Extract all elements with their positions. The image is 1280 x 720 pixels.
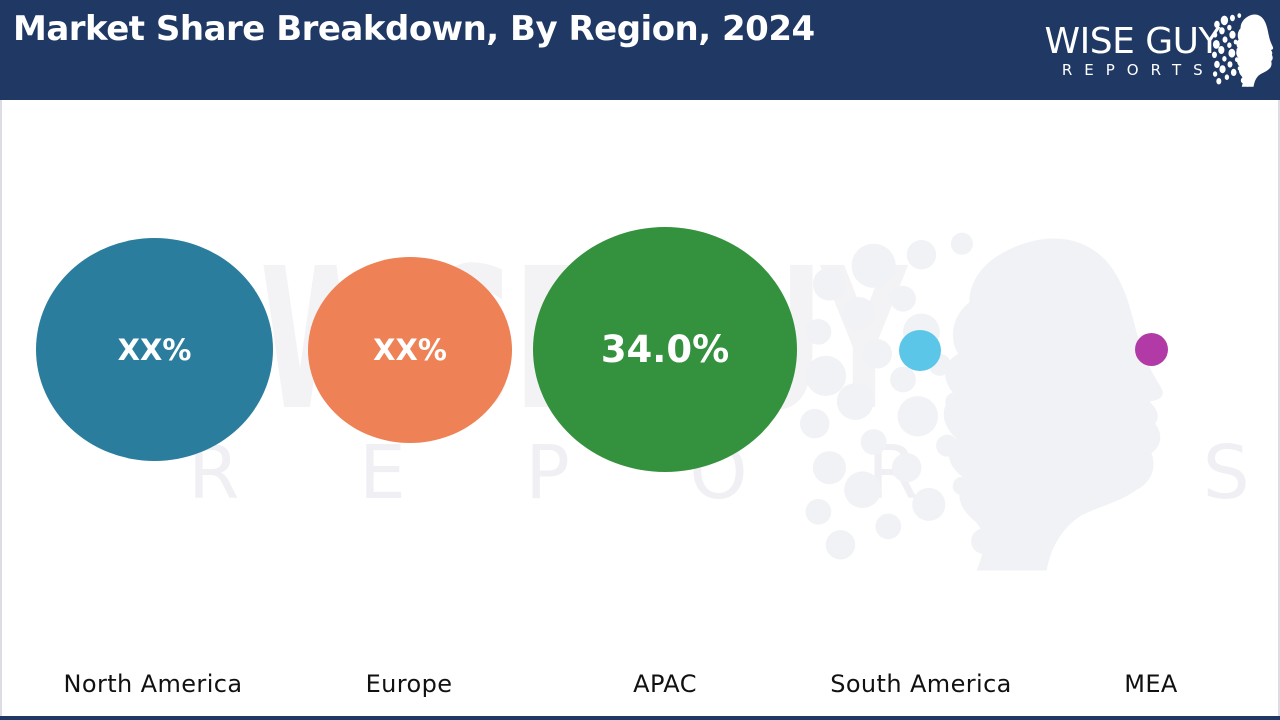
bottom-accent-bar (0, 716, 1280, 720)
left-edge-line (0, 100, 2, 716)
brand-name: WISE GUY (1044, 21, 1221, 62)
category-label-south-america: South America (830, 670, 1012, 698)
category-label-europe: Europe (365, 670, 453, 698)
chart-area: WISE GUY R E P O R T S XX% XX% 34.0% Nor… (0, 100, 1280, 716)
bubble-value-north-america: XX% (117, 332, 192, 367)
bubble-value-apac: 34.0% (600, 328, 730, 371)
head-profile-logo-icon (1212, 13, 1274, 87)
bubble-north-america: XX% (36, 238, 273, 461)
category-label-north-america: North America (63, 670, 243, 698)
brand-subtitle: REPORTS (1061, 61, 1215, 79)
brand-logo-text: WISE GUY REPORTS (1045, 24, 1221, 78)
right-edge-line (1278, 100, 1280, 716)
bubble-europe: XX% (308, 257, 512, 443)
bubble-mea (1135, 333, 1168, 366)
bubble-value-europe: XX% (373, 333, 447, 367)
page-title: Market Share Breakdown, By Region, 2024 (13, 9, 815, 49)
head-silhouette-watermark (800, 232, 1163, 571)
category-label-apac: APAC (633, 670, 697, 698)
header-bar: Market Share Breakdown, By Region, 2024 … (0, 0, 1280, 100)
bubble-apac: 34.0% (533, 227, 797, 472)
category-label-mea: MEA (1124, 670, 1178, 698)
bubble-south-america (899, 330, 941, 371)
brand-logo: WISE GUY REPORTS (1045, 12, 1275, 88)
